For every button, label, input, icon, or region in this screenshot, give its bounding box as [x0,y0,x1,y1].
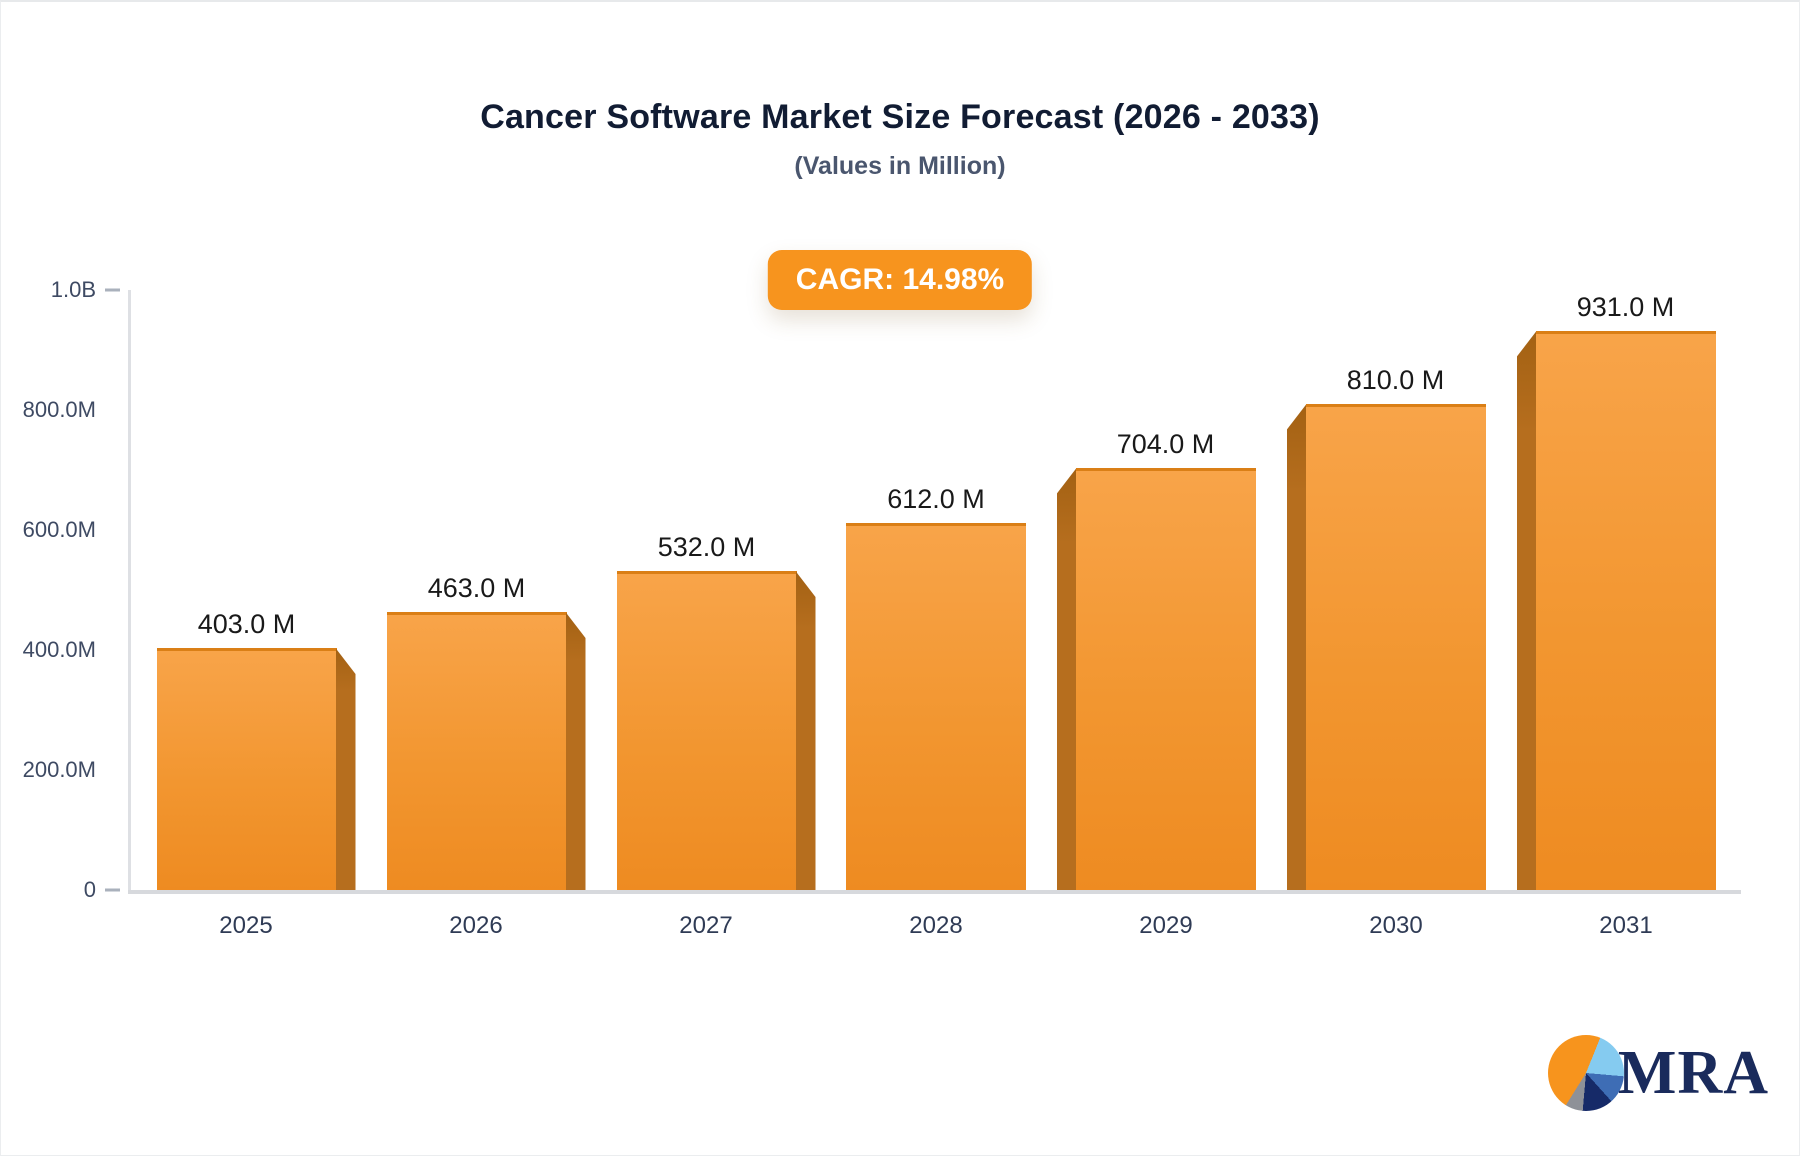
y-axis-tick [105,288,120,292]
bar-2026[interactable]: 463.0 M [386,573,586,890]
bar-slot-2031: 931.0 M 2031 [1511,290,1741,939]
x-axis-label: 2025 [219,912,273,939]
bar-side-panel [565,612,586,890]
bar-side-panel [1516,331,1537,890]
bar-2030[interactable]: 810.0 M [1286,365,1486,890]
bar-body-2029[interactable]: 704.0 M [1075,429,1256,890]
bar-slot-2027: 532.0 M 2027 [591,290,821,939]
bar-slot-2025: 403.0 M 2025 [131,290,361,939]
bar-value-label: 704.0 M [1116,429,1215,459]
bar-slot-2028: 612.0 M 2028 [821,290,1051,939]
bar-2028[interactable]: 612.0 M [846,484,1026,890]
x-axis-label: 2029 [1139,912,1193,939]
bar-value-label: 931.0 M [1576,292,1675,322]
bar-value-label: 612.0 M [887,484,985,514]
bar-side-panel [1056,468,1077,890]
y-axis-label: 200.0M [22,757,96,782]
bar-value-label: 532.0 M [657,532,756,562]
bar-2025[interactable]: 403.0 M [156,609,356,890]
mra-pie-icon [1547,1035,1624,1111]
bar-body-2030[interactable]: 810.0 M [1305,365,1486,890]
mra-logo: MRA [1547,1035,1769,1111]
x-axis-label: 2028 [909,912,963,939]
bar-value-label: 463.0 M [427,573,526,603]
bar-2029[interactable]: 704.0 M [1056,429,1256,890]
y-axis-label: 0 [83,877,96,902]
cagr-badge: CAGR: 14.98% [767,250,1033,310]
y-axis-label: 600.0M [22,517,96,542]
bar-slot-2029: 704.0 M 2029 [1051,290,1281,939]
plot-area: 403.0 M 2025 463.0 M 2026 532.0 M 2027 612.0 M… [128,290,1741,939]
bar-2027[interactable]: 532.0 M [616,532,816,890]
bar-slot-2026: 463.0 M 2026 [361,290,591,939]
y-axis: 1.0B 800.0M 600.0M 400.0M 200.0M 0 [1,277,128,902]
y-axis-tick [105,888,120,892]
mra-logo-text: MRA [1617,1039,1769,1107]
x-axis-label: 2026 [449,912,503,939]
bar-value-label: 403.0 M [197,609,296,639]
x-axis-label: 2031 [1599,912,1653,939]
bar-body-2026[interactable]: 463.0 M [386,573,567,890]
page-title: Cancer Software Market Size Forecast (20… [480,98,1320,136]
x-axis-label: 2027 [679,912,733,939]
bar-side-panel [335,648,356,890]
bar-body-2028[interactable]: 612.0 M [846,484,1026,890]
x-axis-label: 2030 [1369,912,1423,939]
bar-value-label: 810.0 M [1346,365,1445,395]
bar-2031[interactable]: 931.0 M [1516,292,1716,890]
bar-slot-2030: 810.0 M 2030 [1281,290,1511,939]
bar-side-panel [1286,404,1307,890]
x-axis-baseline [128,890,1741,894]
bar-body-2025[interactable]: 403.0 M [156,609,337,890]
y-axis-label: 1.0B [50,277,96,302]
bar-body-2031[interactable]: 931.0 M [1535,292,1716,890]
bar-side-panel [795,571,816,890]
y-axis-label: 800.0M [22,397,96,422]
bar-body-2027[interactable]: 532.0 M [616,532,797,890]
page-subtitle: (Values in Million) [794,152,1006,180]
y-axis-label: 400.0M [22,637,96,662]
